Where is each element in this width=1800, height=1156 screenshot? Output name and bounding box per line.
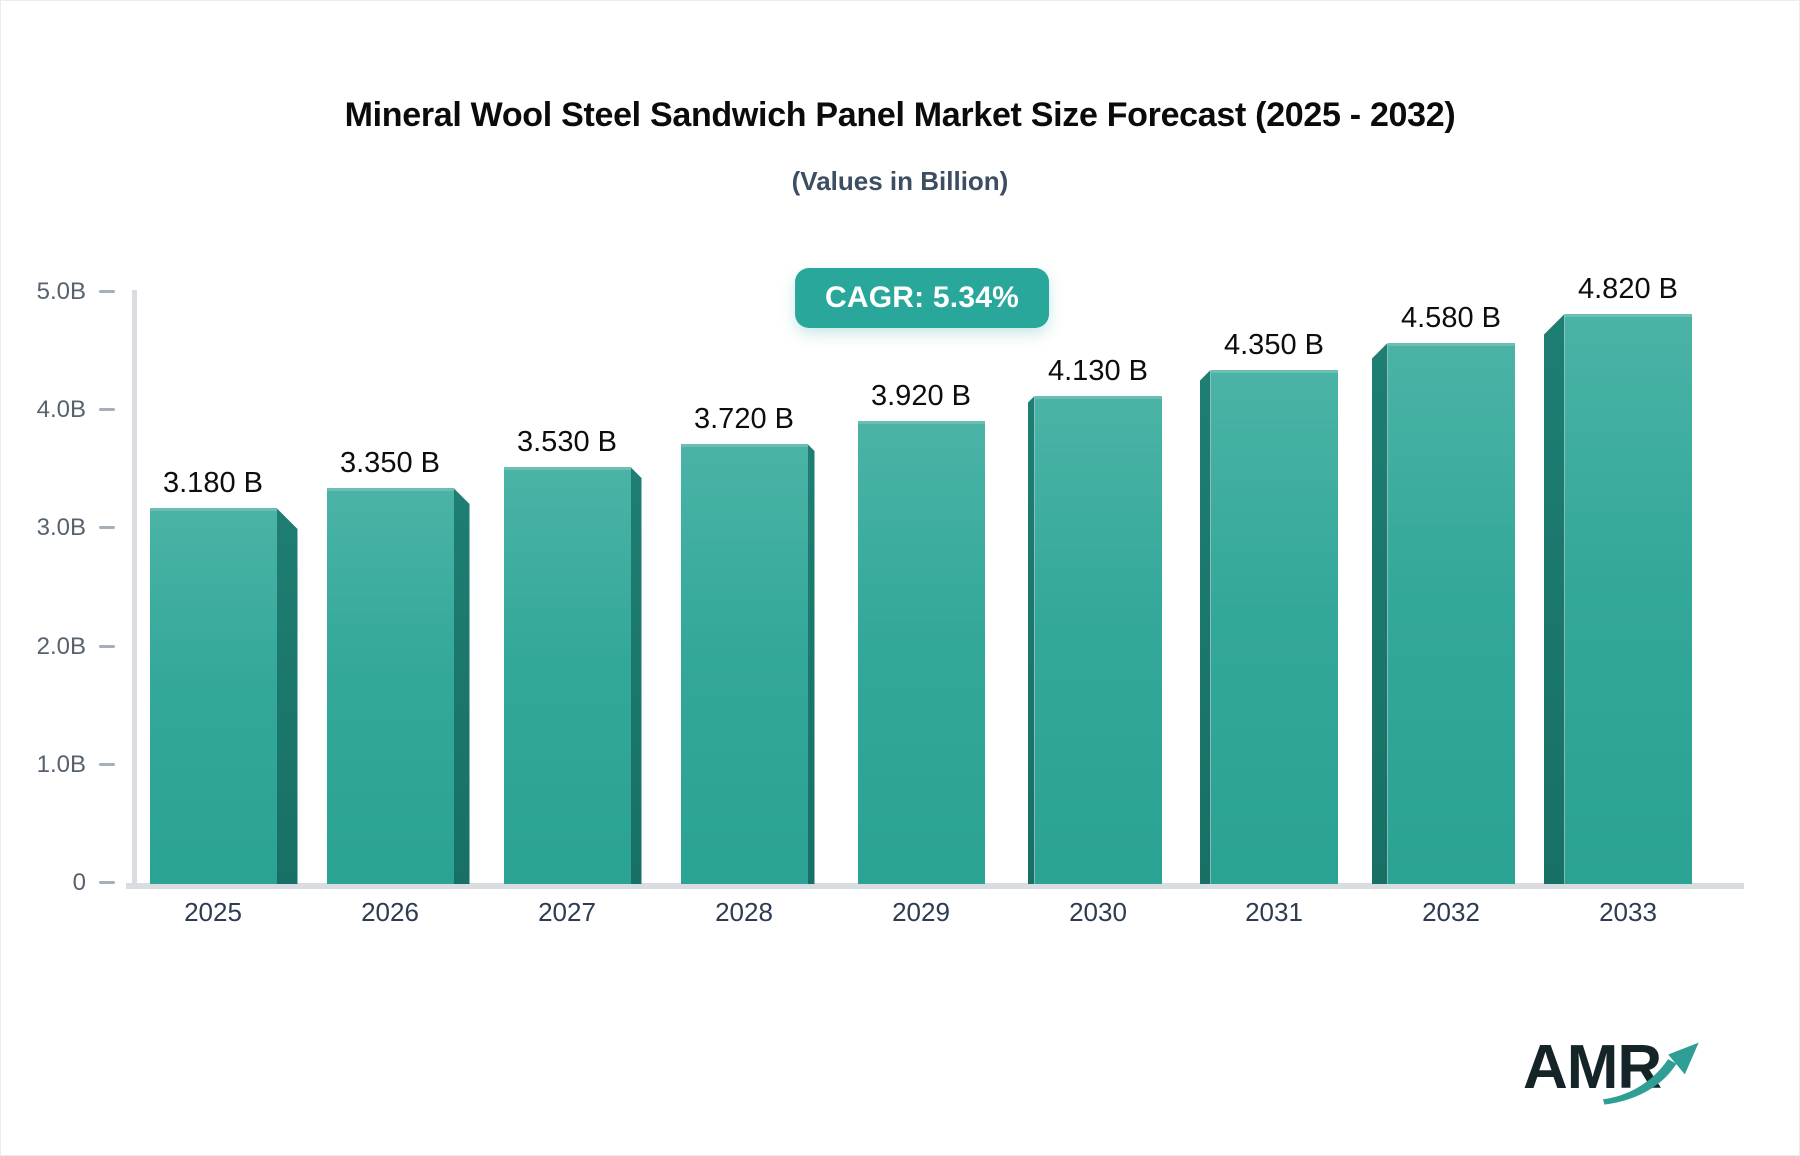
- y-tick-label: 5.0B: [36, 278, 86, 305]
- growth-arrow-icon: [1603, 1042, 1699, 1105]
- bar-face: [1034, 396, 1162, 884]
- y-tick-mark: [99, 526, 115, 529]
- bar-value-label: 3.180 B: [163, 467, 263, 499]
- y-tick-mark: [99, 645, 115, 648]
- y-tick-label: 3.0B: [36, 514, 86, 541]
- x-tick-label: 2033: [1599, 897, 1657, 927]
- bar-2030: [1027, 396, 1162, 884]
- bar-2029: [857, 421, 985, 884]
- bar-face: [326, 488, 454, 884]
- y-tick-label: 4.0B: [36, 396, 86, 423]
- bar-side-3d: [807, 444, 815, 884]
- bar-value-label: 3.920 B: [871, 380, 971, 412]
- y-tick-label: 2.0B: [36, 633, 86, 660]
- bar-side-3d: [630, 467, 642, 884]
- bar-face: [149, 508, 277, 884]
- bar-side-3d: [1027, 396, 1035, 884]
- x-tick-label: 2028: [715, 897, 773, 927]
- x-tick-label: 2032: [1422, 897, 1480, 927]
- bar-side-3d: [1543, 314, 1565, 884]
- bar-value-label: 4.820 B: [1578, 273, 1678, 305]
- x-tick-label: 2029: [892, 897, 950, 927]
- chart-subtitle: (Values in Billion): [791, 166, 1009, 196]
- bar-value-label: 3.530 B: [517, 426, 617, 458]
- bar-2027: [503, 467, 642, 884]
- y-tick-label: 0: [72, 869, 86, 896]
- bar-face: [1210, 370, 1338, 884]
- bar-side-3d: [453, 488, 470, 884]
- brand-logo: AMR: [1523, 1028, 1763, 1138]
- bar-2028: [680, 444, 815, 884]
- y-tick-label: 1.0B: [36, 751, 86, 778]
- x-tick-label: 2026: [361, 897, 419, 927]
- y-tick-mark: [99, 881, 115, 884]
- bar-value-label: 4.580 B: [1401, 302, 1501, 334]
- bar-side-3d: [276, 508, 298, 884]
- bar-2031: [1199, 370, 1338, 884]
- bar-face: [857, 421, 985, 884]
- x-tick-label: 2030: [1069, 897, 1127, 927]
- bar-value-label: 4.350 B: [1224, 329, 1324, 361]
- x-tick-label: 2025: [184, 897, 242, 927]
- chart-title: Mineral Wool Steel Sandwich Panel Market…: [344, 96, 1456, 134]
- y-tick-mark: [99, 290, 115, 293]
- bar-2032: [1371, 343, 1515, 884]
- x-axis-line: [126, 883, 1744, 889]
- bar-2033: [1543, 314, 1692, 884]
- bar-face: [503, 467, 631, 884]
- bar-face: [1387, 343, 1515, 884]
- y-axis-line: [132, 290, 137, 884]
- bar-face: [1564, 314, 1692, 884]
- cagr-badge: CAGR: 5.34%: [795, 268, 1049, 328]
- x-tick-label: 2027: [538, 897, 596, 927]
- bar-face: [680, 444, 808, 884]
- bar-value-label: 3.720 B: [694, 403, 794, 435]
- y-tick-mark: [99, 408, 115, 411]
- bar-2026: [326, 488, 470, 884]
- y-tick-mark: [99, 763, 115, 766]
- bar-value-label: 3.350 B: [340, 447, 440, 479]
- bar-value-label: 4.130 B: [1048, 355, 1148, 387]
- x-tick-label: 2031: [1245, 897, 1303, 927]
- bar-2025: [149, 508, 298, 884]
- bar-side-3d: [1371, 343, 1388, 884]
- bar-side-3d: [1199, 370, 1211, 884]
